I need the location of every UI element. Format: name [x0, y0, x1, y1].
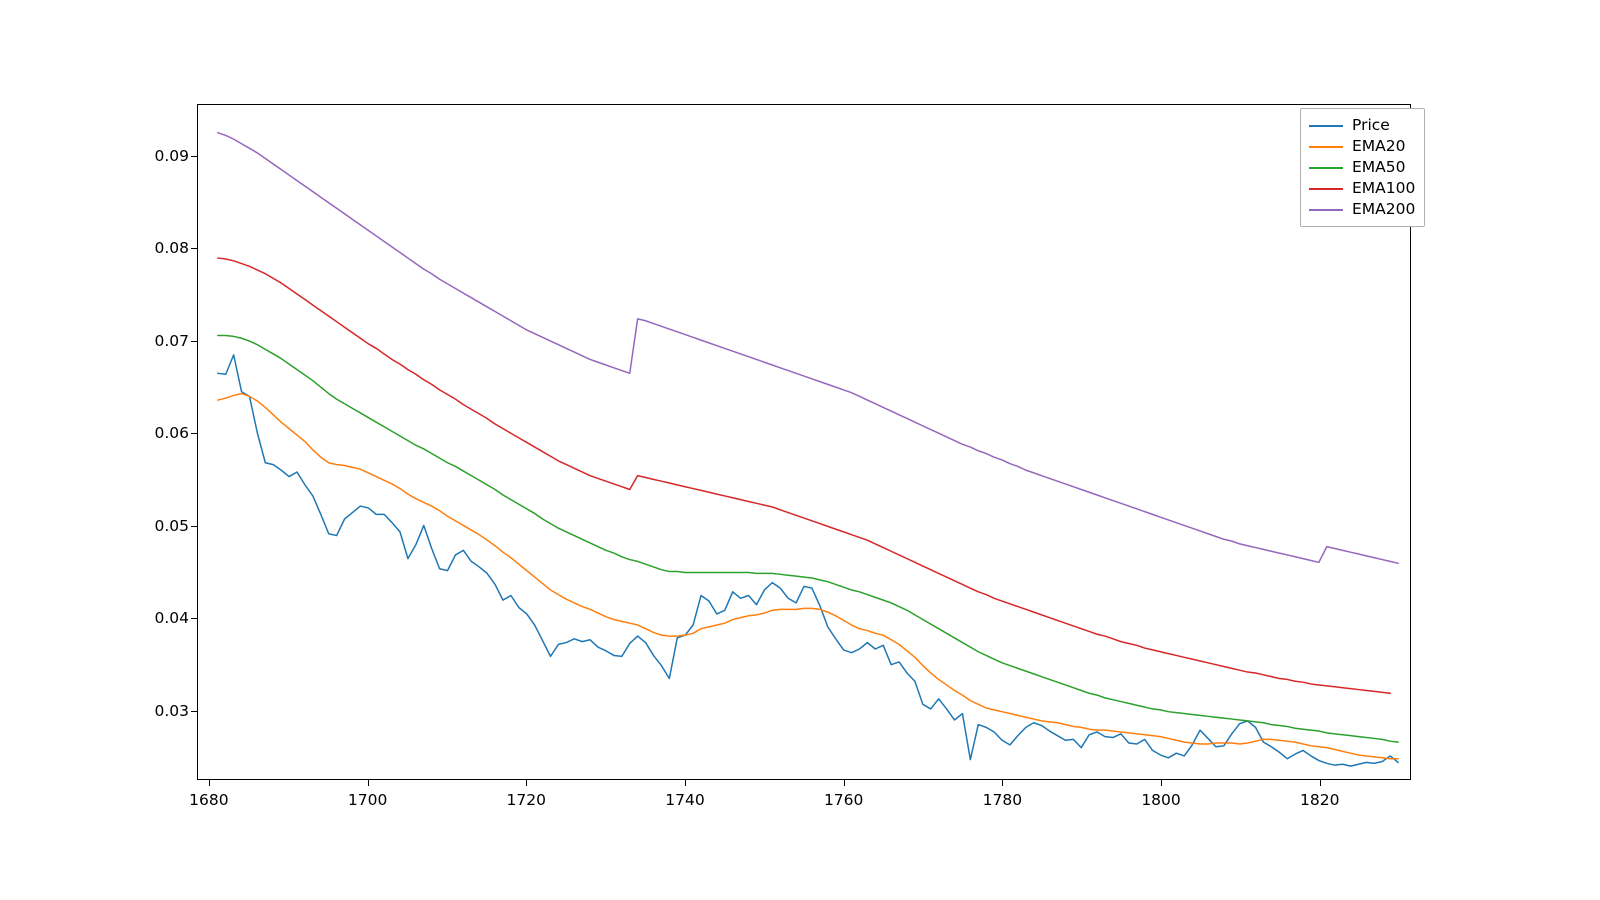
y-tick-label: 0.06	[154, 424, 189, 443]
y-tick-mark	[191, 155, 197, 157]
legend-entry-ema100: EMA100	[1309, 178, 1415, 199]
y-tick-label: 0.03	[154, 701, 189, 720]
series-line-ema200	[217, 131, 1399, 564]
x-tick-label: 1700	[347, 791, 388, 809]
x-tick-label: 1720	[506, 791, 547, 809]
x-tick-label: 1680	[189, 791, 229, 809]
y-tick-mark	[191, 340, 197, 342]
legend-label: EMA100	[1352, 178, 1416, 197]
x-tick-mark	[1319, 780, 1321, 786]
legend-label: EMA20	[1352, 136, 1406, 155]
series-line-ema20	[217, 392, 1399, 760]
legend-color-swatch	[1309, 208, 1343, 211]
y-tick-label: 0.05	[154, 516, 189, 535]
y-tick-mark	[191, 248, 197, 250]
legend-color-swatch	[1309, 166, 1343, 169]
x-tick-label: 1780	[982, 791, 1023, 809]
legend-entry-ema20: EMA20	[1309, 136, 1415, 157]
chart-legend: Price EMA20 EMA50 EMA100 EMA200	[1300, 108, 1426, 227]
x-tick-mark	[367, 780, 369, 786]
legend-color-swatch	[1309, 145, 1343, 148]
legend-color-swatch	[1309, 124, 1343, 127]
x-tick-mark	[208, 780, 210, 786]
x-tick-mark	[1002, 780, 1004, 786]
x-tick-mark	[526, 780, 528, 786]
legend-entry-ema200: EMA200	[1309, 199, 1415, 220]
y-tick-label: 0.09	[154, 146, 189, 165]
x-tick-label: 1740	[665, 791, 705, 809]
series-line-ema50	[217, 334, 1399, 743]
y-tick-mark	[191, 525, 197, 527]
y-tick-mark	[191, 433, 197, 435]
x-tick-mark	[843, 780, 845, 786]
legend-label: Price	[1352, 115, 1390, 134]
series-line-price	[217, 354, 1399, 767]
x-tick-mark	[1161, 780, 1163, 786]
y-tick-label: 0.04	[154, 609, 189, 628]
x-tick-label: 1760	[823, 791, 864, 809]
y-tick-label: 0.08	[154, 239, 189, 258]
legend-color-swatch	[1309, 187, 1343, 190]
legend-label: EMA50	[1352, 157, 1406, 176]
legend-entry-price: Price	[1309, 115, 1415, 136]
series-canvas	[217, 131, 1399, 767]
series-line-ema100	[217, 257, 1391, 695]
x-tick-label: 1820	[1300, 791, 1340, 809]
legend-entry-ema50: EMA50	[1309, 157, 1415, 178]
y-tick-label: 0.07	[154, 331, 189, 350]
y-tick-mark	[191, 710, 197, 712]
x-tick-mark	[684, 780, 687, 786]
y-tick-mark	[191, 618, 197, 620]
plot-axes	[197, 104, 1411, 780]
x-tick-label: 1800	[1141, 791, 1181, 809]
legend-label: EMA200	[1352, 199, 1416, 218]
